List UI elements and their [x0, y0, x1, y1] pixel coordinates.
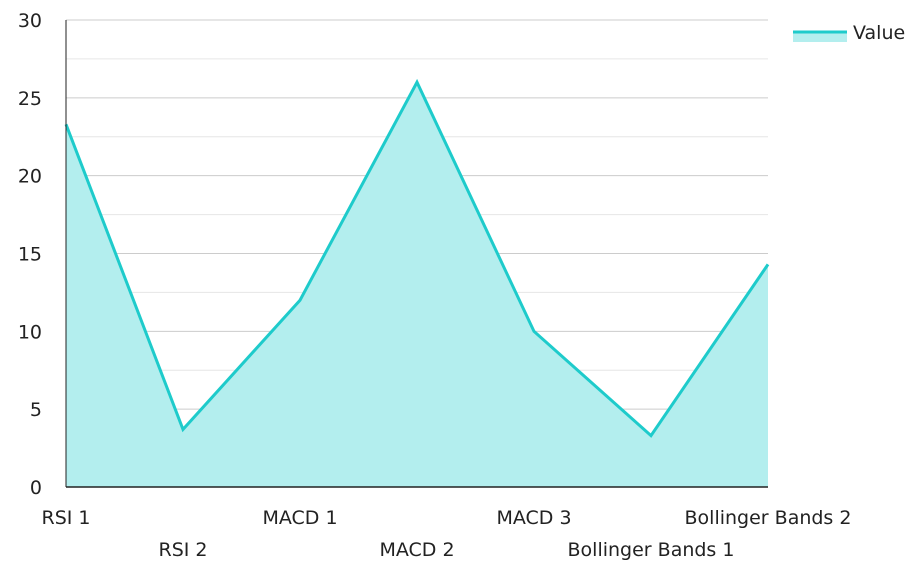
y-tick-label: 0: [30, 477, 42, 499]
x-tick-label: Bollinger Bands 1: [568, 539, 735, 561]
y-tick-label: 25: [18, 88, 42, 110]
x-tick-label: MACD 3: [496, 507, 571, 529]
y-tick-label: 5: [30, 399, 42, 421]
x-tick-label: MACD 2: [379, 539, 454, 561]
y-tick-label: 30: [18, 10, 42, 32]
legend: Value: [793, 22, 905, 44]
y-tick-label: 20: [18, 166, 42, 188]
y-tick-label: 10: [18, 321, 42, 343]
x-tick-label: MACD 1: [262, 507, 337, 529]
axes: [65, 20, 768, 488]
x-tick-labels: RSI 1 RSI 2 MACD 1 MACD 2 MACD 3 Bollinger Ba…: [42, 507, 852, 561]
legend-label: Value: [853, 22, 905, 44]
y-tick-label: 15: [18, 244, 42, 266]
x-tick-label: RSI 1: [42, 507, 91, 529]
y-tick-labels: 0 5 10 15 20 25 30: [18, 10, 42, 499]
x-tick-label: Bollinger Bands 2: [685, 507, 852, 529]
legend-swatch-fill: [793, 32, 847, 42]
series-area-group: [64, 78, 770, 488]
series-line: [64, 78, 770, 438]
series-area-fill: [66, 82, 768, 488]
x-tick-label: RSI 2: [159, 539, 208, 561]
